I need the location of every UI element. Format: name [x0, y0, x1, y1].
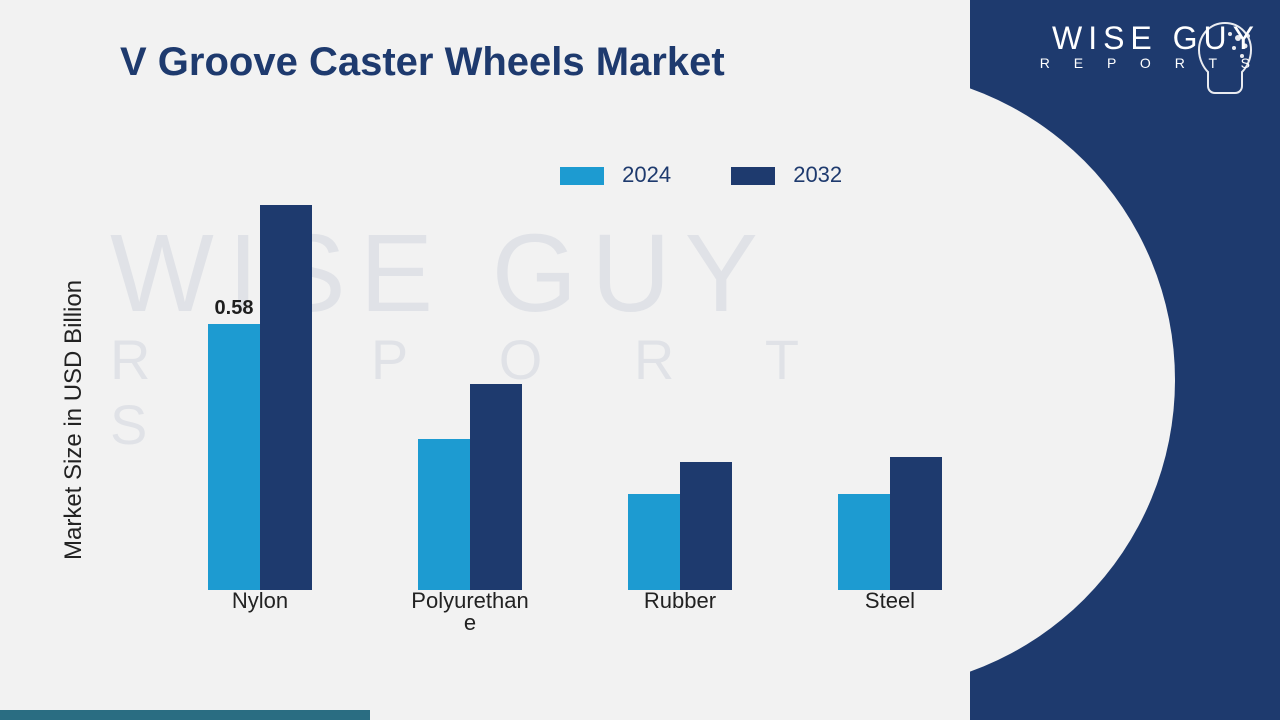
bottom-accent-bar — [0, 710, 370, 720]
legend-label-2032: 2032 — [793, 162, 842, 187]
head-icon — [1190, 18, 1260, 98]
legend: 2024 2032 — [560, 162, 842, 188]
bar-2024 — [628, 494, 680, 590]
x-label: Steel — [805, 590, 975, 630]
bar-2032 — [680, 462, 732, 590]
legend-swatch-2024 — [560, 167, 604, 185]
x-label: Rubber — [595, 590, 765, 630]
legend-label-2024: 2024 — [622, 162, 671, 187]
legend-item-2032: 2032 — [731, 162, 842, 188]
y-axis-label: Market Size in USD Billion — [60, 280, 88, 560]
bar-value-label: 0.58 — [199, 297, 269, 320]
bar-2032 — [260, 205, 312, 590]
page-root: WISE GUY R E P O R T S V Groove Caster W… — [0, 0, 1280, 720]
bar-2024 — [838, 494, 890, 590]
x-label: Nylon — [175, 590, 345, 630]
legend-item-2024: 2024 — [560, 162, 671, 188]
bar-2024 — [418, 439, 470, 590]
bar-2032 — [890, 457, 942, 590]
bar-2024 — [208, 324, 260, 590]
bar-chart: 0.58 NylonPolyurethaneRubberSteel — [130, 200, 950, 630]
x-label: Polyurethane — [385, 590, 555, 630]
bar-2032 — [470, 384, 522, 590]
chart-title: V Groove Caster Wheels Market — [120, 40, 725, 85]
plot-area: 0.58 — [160, 200, 950, 590]
legend-swatch-2032 — [731, 167, 775, 185]
